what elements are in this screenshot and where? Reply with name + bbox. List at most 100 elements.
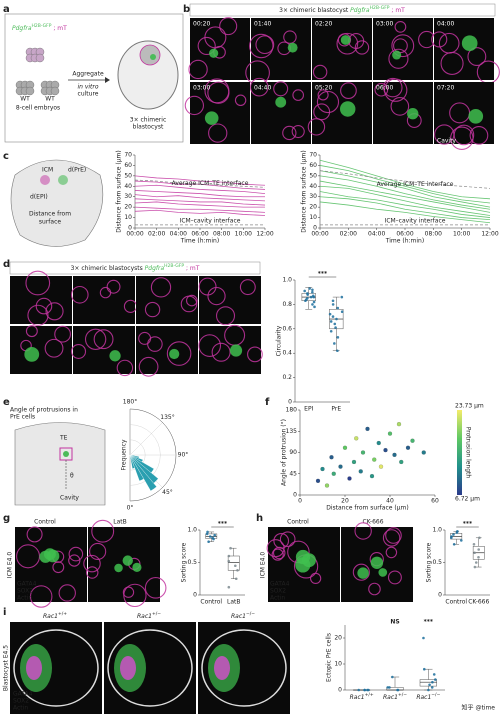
- cell-outline: [391, 34, 415, 58]
- nucleus: [46, 549, 60, 563]
- blastocyst: [13, 629, 99, 707]
- data-point: [396, 422, 402, 427]
- cell-outline: [26, 526, 43, 543]
- data-point: [452, 533, 455, 536]
- cell-outline: [388, 48, 409, 69]
- text-part: +/−: [152, 611, 161, 617]
- data-point: [378, 464, 384, 469]
- series-line: [134, 190, 265, 198]
- legend: PdgfraH2B-GFP ; mT: [12, 23, 67, 32]
- data-point: [434, 678, 437, 681]
- cell-outline: [215, 306, 236, 326]
- timestamp: 04:00: [437, 21, 454, 28]
- x-tick-label: Rac1+/+: [350, 692, 374, 701]
- cell-outline: [266, 539, 285, 558]
- data-point: [422, 667, 426, 671]
- cell-outline: [147, 336, 163, 352]
- series-line: [319, 159, 491, 200]
- y-tick-label: 0: [313, 225, 317, 232]
- label: TE: [59, 435, 68, 442]
- x-tick-label: 04:00: [368, 231, 385, 238]
- cell-outline: [144, 577, 167, 599]
- series-line: [134, 175, 266, 186]
- label: Actin: [270, 595, 285, 602]
- x-tick-label: 08:00: [425, 231, 442, 238]
- label: d(EPI): [30, 194, 48, 201]
- cell-outline: [208, 123, 228, 143]
- label: WT: [45, 96, 55, 103]
- timestamp: 06:00: [376, 85, 393, 92]
- data-point: [227, 554, 231, 558]
- x-tick-label: PrE: [331, 406, 341, 413]
- data-point: [473, 551, 476, 555]
- data-point: [336, 349, 339, 353]
- x-axis-label: Time (h:min): [385, 238, 424, 245]
- data-point: [229, 546, 232, 550]
- significance: NS: [390, 619, 399, 626]
- x-tick-label: 06:00: [191, 231, 208, 238]
- cell-outline: [186, 294, 198, 307]
- theta-tick-label: 135°: [160, 414, 174, 421]
- nucleus: [461, 35, 478, 52]
- nucleus: [63, 451, 69, 457]
- nucleus: [109, 350, 121, 362]
- cell-outline: [144, 301, 161, 318]
- cell-outline: [70, 285, 89, 304]
- data-point: [213, 533, 217, 537]
- label: Control: [34, 519, 56, 526]
- series-line: [134, 201, 265, 208]
- text-part: ; mT: [51, 25, 67, 32]
- reference-line: [134, 179, 266, 188]
- x-tick-label: CK-666: [468, 599, 489, 606]
- x-tick-label: 12:00: [481, 231, 498, 238]
- label: θ: [70, 473, 74, 480]
- data-point: [331, 471, 336, 476]
- x-tick-label: 00:00: [311, 231, 328, 238]
- epi: [214, 656, 230, 680]
- label: Distance from: [29, 211, 71, 218]
- data-point: [399, 459, 404, 465]
- text-part: H2B-GFP: [164, 263, 184, 269]
- text-part: −/−: [246, 611, 255, 617]
- label: SOX2: [13, 698, 29, 705]
- text-part: Rac1: [416, 694, 431, 701]
- data-point: [432, 673, 436, 676]
- nucleus: [209, 48, 219, 58]
- x-axis-label: Time (h:min): [180, 238, 219, 245]
- colorbar-tick-label: 23.73 μm: [455, 403, 484, 410]
- panel-letter: d: [3, 259, 10, 270]
- y-tick-label: 50: [309, 172, 317, 179]
- cell-outline: [316, 90, 340, 114]
- cell-outline: [116, 359, 134, 377]
- cell-outline: [469, 126, 489, 145]
- data-point: [363, 688, 366, 692]
- polar-bar: [129, 454, 135, 456]
- data-point: [234, 577, 238, 581]
- annotation: Cavity: [437, 138, 456, 145]
- data-point: [392, 452, 397, 457]
- panel-box: [4, 13, 184, 143]
- x-tick-label: 60: [431, 498, 439, 505]
- label: 8-cell embryos: [16, 105, 60, 112]
- data-point: [474, 561, 478, 564]
- panel-header: 3× chimeric blastocyst PdgfraH2B-GFP ; m…: [279, 5, 405, 14]
- data-point: [405, 445, 411, 450]
- blastocyst: [201, 629, 287, 707]
- timestamp: 01:40: [254, 21, 271, 28]
- label: d(PrE): [68, 167, 86, 174]
- x-tick-label: 04:00: [170, 231, 187, 238]
- cell-outline: [197, 36, 216, 56]
- data-point: [234, 564, 237, 568]
- data-point: [372, 457, 377, 462]
- blastomere: [25, 86, 35, 96]
- data-point: [331, 299, 335, 303]
- text-part: +/−: [398, 692, 407, 698]
- cell-outline: [313, 103, 331, 121]
- data-point: [450, 535, 453, 538]
- cell-outline: [35, 297, 53, 315]
- x-tick-label: 02:00: [148, 231, 165, 238]
- cell-outline: [27, 304, 49, 326]
- y-tick-label: 70: [124, 152, 132, 159]
- data-point: [427, 688, 430, 692]
- epi: [26, 656, 42, 680]
